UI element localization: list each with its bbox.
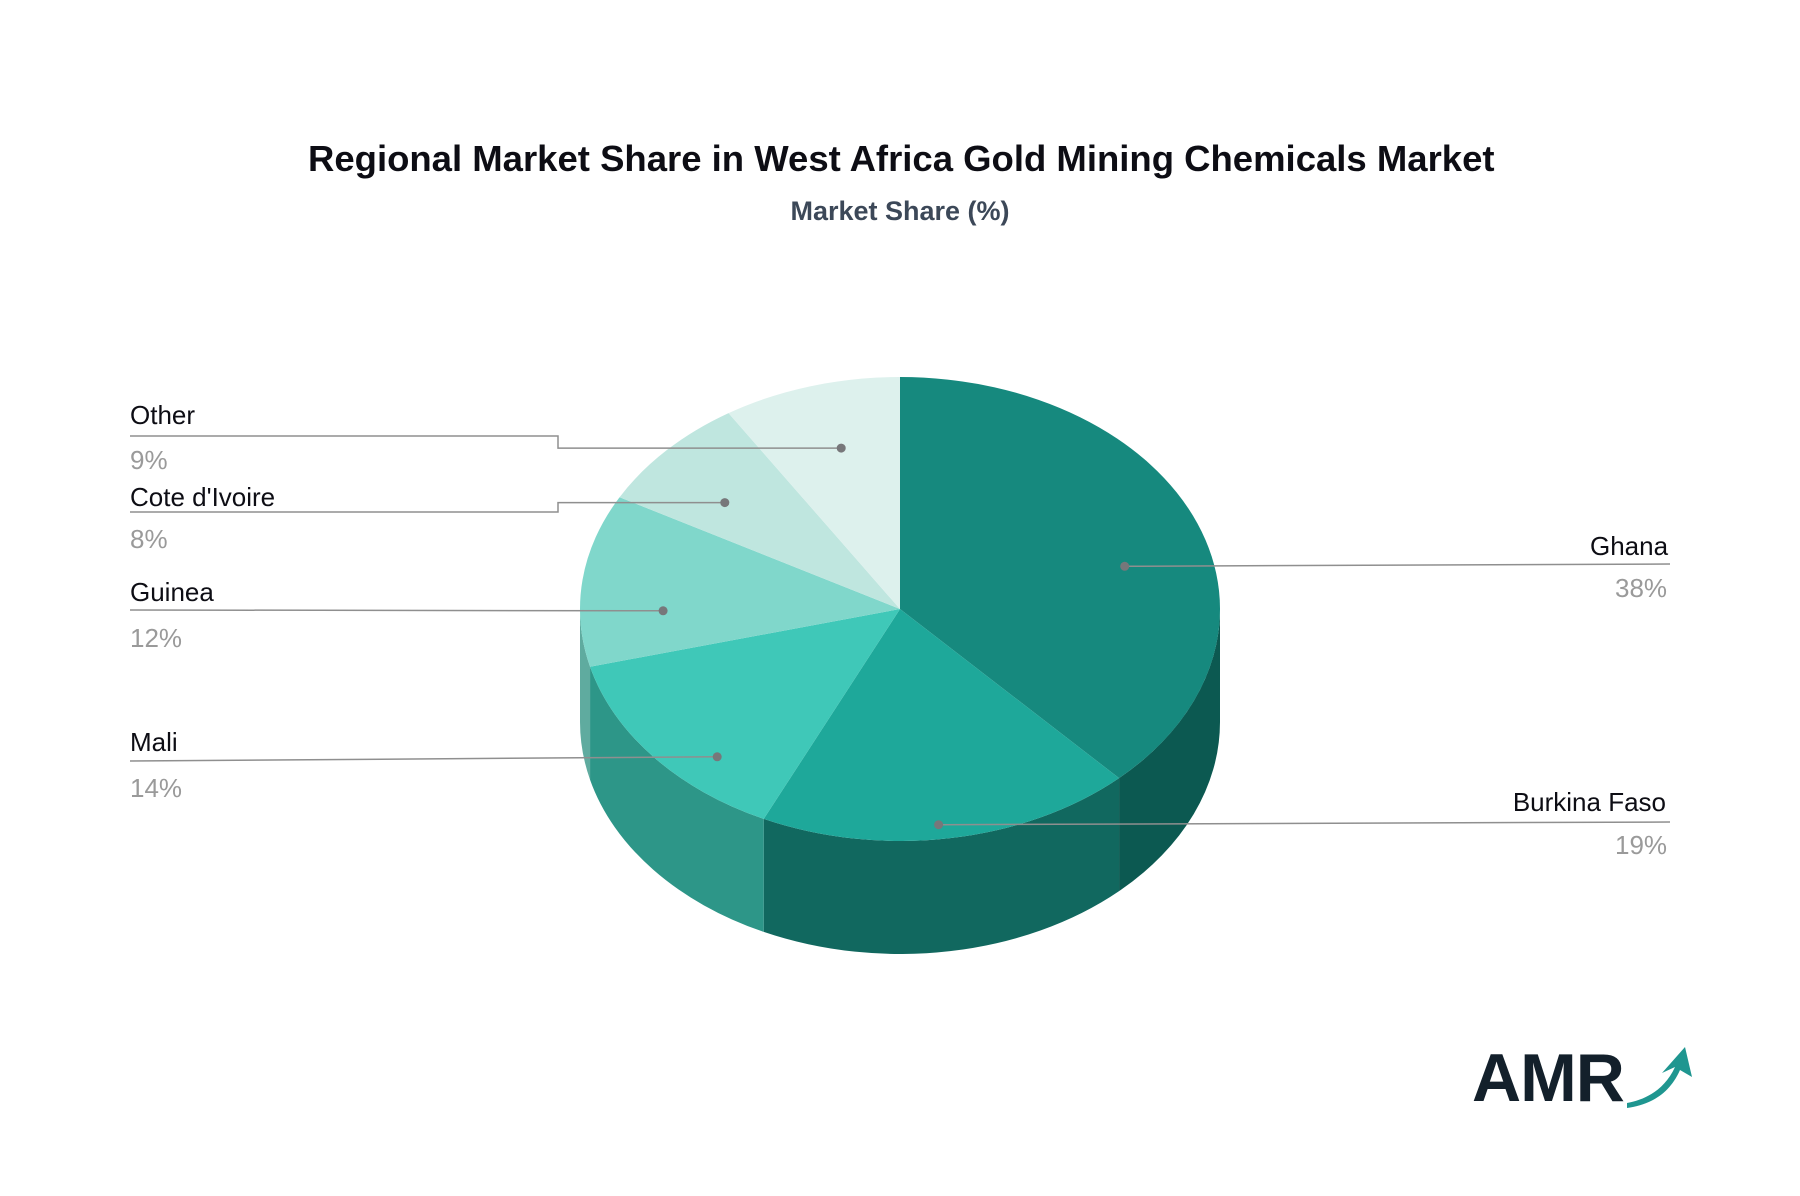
svg-text:AMR: AMR [1472, 1040, 1624, 1116]
